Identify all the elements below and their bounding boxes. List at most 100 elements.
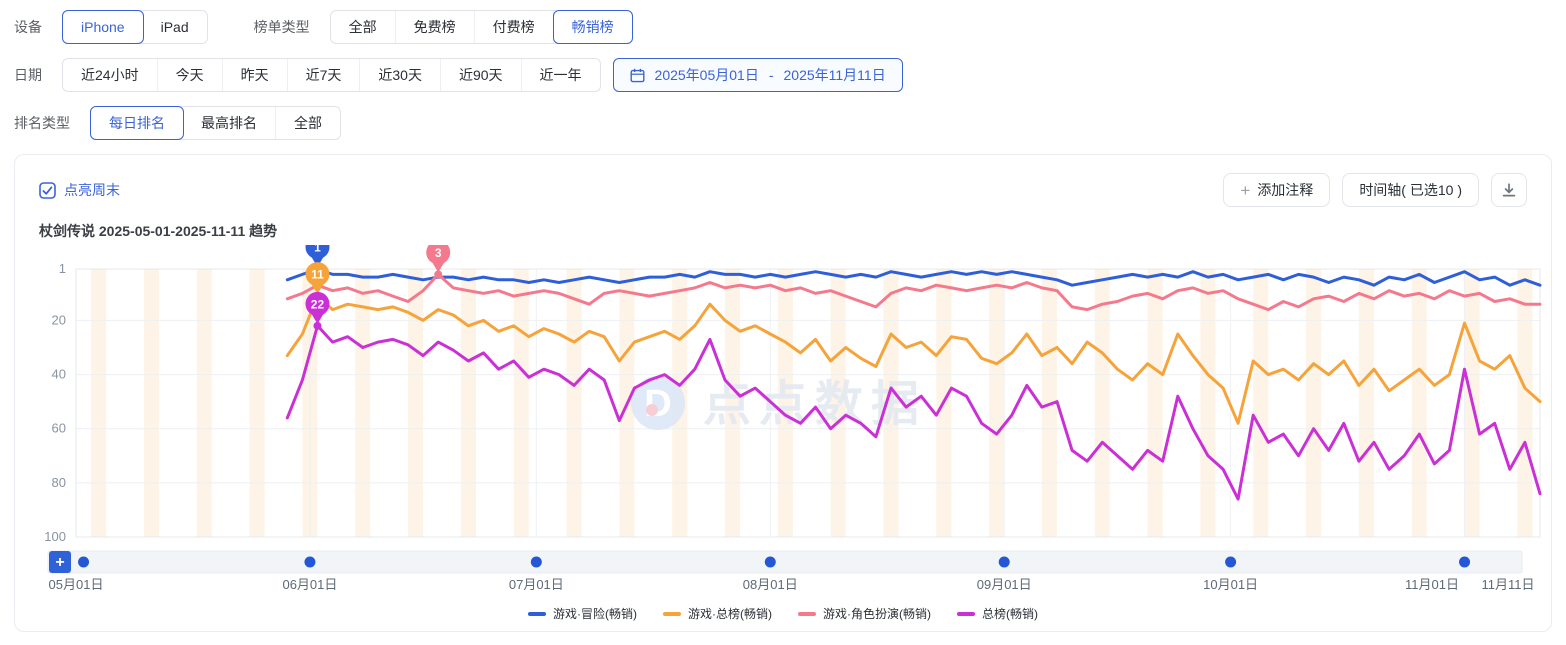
date-option-90d[interactable]: 近90天 xyxy=(441,59,522,91)
chart-type-option-grossing[interactable]: 畅销榜 xyxy=(552,10,633,44)
weekend-stripe xyxy=(513,269,529,537)
device-row: 设备 iPhone iPad 榜单类型 全部 免费榜 付费榜 畅销榜 xyxy=(14,10,1552,44)
legend-item[interactable]: 游戏·冒险(畅销) xyxy=(528,605,637,622)
legend-label: 游戏·角色扮演(畅销) xyxy=(823,607,931,621)
date-range-end: 2025年11月11日 xyxy=(783,67,886,83)
panel-actions: + 添加注释 时间轴( 已选10 ) xyxy=(1223,173,1527,207)
chart-type-option-paid[interactable]: 付费榜 xyxy=(475,11,554,43)
svg-text:1: 1 xyxy=(314,245,321,255)
date-label: 日期 xyxy=(14,67,42,83)
series-line[interactable] xyxy=(285,267,1542,287)
weekend-stripe xyxy=(566,269,582,537)
timeline-button[interactable]: 时间轴( 已选10 ) xyxy=(1342,173,1479,207)
date-option-1y[interactable]: 近一年 xyxy=(539,67,582,83)
add-annotation-label: 添加注释 xyxy=(1257,182,1314,198)
legend-swatch xyxy=(663,611,681,616)
rank-type-option-all[interactable]: 全部 xyxy=(294,115,322,131)
date-range-start: 2025年05月01日 xyxy=(654,67,759,83)
weekend-stripe xyxy=(1306,269,1322,537)
chart-type-segment: 全部 免费榜 付费榜 畅销榜 xyxy=(329,10,633,44)
x-axis-label: 07月01日 xyxy=(509,577,564,592)
rank-type-option-daily[interactable]: 每日排名 xyxy=(90,106,184,140)
x-axis-label: 08月01日 xyxy=(743,577,798,592)
x-axis-label: 09月01日 xyxy=(977,577,1032,592)
y-tick-label: 80 xyxy=(52,475,66,490)
timeline-dot[interactable] xyxy=(1459,556,1471,568)
plus-icon: + xyxy=(1240,180,1251,200)
legend-item[interactable]: 总榜(畅销) xyxy=(957,605,1038,622)
rank-pin[interactable]: 22 xyxy=(305,291,330,330)
chart-title: 杖剑传说 2025-05-01-2025-11-11 趋势 xyxy=(39,223,278,239)
legend-label: 游戏·冒险(畅销) xyxy=(553,607,637,621)
weekend-stripe xyxy=(355,269,371,537)
date-option-7d[interactable]: 近7天 xyxy=(288,59,361,91)
timeline-dot[interactable] xyxy=(764,556,776,568)
weekend-stripe xyxy=(143,269,160,537)
svg-text:22: 22 xyxy=(311,297,325,311)
weekend-stripe xyxy=(1094,269,1110,537)
device-option-iphone[interactable]: iPhone xyxy=(62,10,144,44)
weekend-stripe xyxy=(1200,269,1216,537)
svg-text:3: 3 xyxy=(435,246,442,260)
legend-item[interactable]: 游戏·总榜(畅销) xyxy=(663,605,772,622)
date-option-yesterday[interactable]: 昨天 xyxy=(223,59,288,91)
svg-text:D: D xyxy=(644,383,671,425)
date-option-today[interactable]: 今天 xyxy=(158,59,223,91)
chart-type-label: 榜单类型 xyxy=(253,19,310,35)
timeline-bar[interactable] xyxy=(47,550,1523,574)
device-option-ipad[interactable]: iPad xyxy=(160,19,189,35)
rank-pin[interactable]: 3 xyxy=(426,245,451,279)
watermark: D 点点数据 xyxy=(631,376,927,431)
weekend-stripe xyxy=(989,269,1005,537)
series-line[interactable] xyxy=(285,324,1542,501)
x-axis-label: 11月01日 xyxy=(1405,577,1459,592)
date-range-picker[interactable]: 2025年05月01日 - 2025年11月11日 xyxy=(612,58,903,92)
timeline-dot[interactable] xyxy=(1225,556,1237,568)
legend-label: 游戏·总榜(畅销) xyxy=(688,607,772,621)
legend-swatch xyxy=(798,611,816,616)
series-line[interactable] xyxy=(285,294,1542,425)
download-button[interactable] xyxy=(1491,173,1527,207)
weekend-toggle-label: 点亮周末 xyxy=(64,182,120,198)
svg-text:11: 11 xyxy=(311,268,324,282)
add-annotation-button[interactable]: + 添加注释 xyxy=(1223,173,1331,207)
date-option-30d[interactable]: 近30天 xyxy=(360,59,441,91)
filter-bar: 设备 iPhone iPad 榜单类型 全部 免费榜 付费榜 畅销榜 日期 近2… xyxy=(0,0,1566,140)
timeline-add-button[interactable] xyxy=(49,551,71,573)
series-line[interactable] xyxy=(285,272,1542,312)
rank-type-option-best[interactable]: 最高排名 xyxy=(183,107,276,139)
legend-swatch xyxy=(957,611,975,616)
chart-type-option-all[interactable]: 全部 xyxy=(331,11,396,43)
chart-type-option-free[interactable]: 免费榜 xyxy=(396,11,475,43)
y-tick-label: 20 xyxy=(52,312,66,327)
rank-type-label: 排名类型 xyxy=(14,115,70,131)
weekend-stripe xyxy=(724,269,741,537)
svg-text:点点数据: 点点数据 xyxy=(703,378,927,431)
rank-type-row: 排名类型 每日排名 最高排名 全部 xyxy=(14,106,1552,140)
timeline-dot[interactable] xyxy=(304,556,316,568)
y-tick-label: 1 xyxy=(59,261,66,276)
legend-item[interactable]: 游戏·角色扮演(畅销) xyxy=(798,605,931,622)
timeline-dot[interactable] xyxy=(530,556,542,568)
weekend-stripe xyxy=(1517,269,1533,537)
y-tick-label: 40 xyxy=(52,367,66,382)
y-tick-label: 60 xyxy=(52,421,66,436)
weekend-stripe xyxy=(1147,269,1163,537)
x-axis-label: 06月01日 xyxy=(282,577,337,592)
date-option-24h[interactable]: 近24小时 xyxy=(63,59,158,91)
timeline-dot[interactable] xyxy=(78,556,90,568)
device-label: 设备 xyxy=(14,19,42,35)
weekend-stripe xyxy=(91,269,107,537)
legend-swatch xyxy=(528,611,546,616)
x-axis-label: 05月01日 xyxy=(49,577,104,592)
weekend-stripe xyxy=(196,269,212,537)
timeline-dot[interactable] xyxy=(998,556,1010,568)
checkbox-checked-icon xyxy=(39,181,56,199)
weekend-toggle[interactable]: 点亮周末 xyxy=(39,180,120,200)
y-tick-label: 100 xyxy=(44,529,66,544)
date-row: 日期 近24小时 今天 昨天 近7天 近30天 近90天 近一年 2025年05… xyxy=(14,58,1552,92)
weekend-stripe xyxy=(830,269,846,537)
weekend-stripe xyxy=(408,269,424,537)
x-axis-label: 11月11日 xyxy=(1482,577,1535,592)
